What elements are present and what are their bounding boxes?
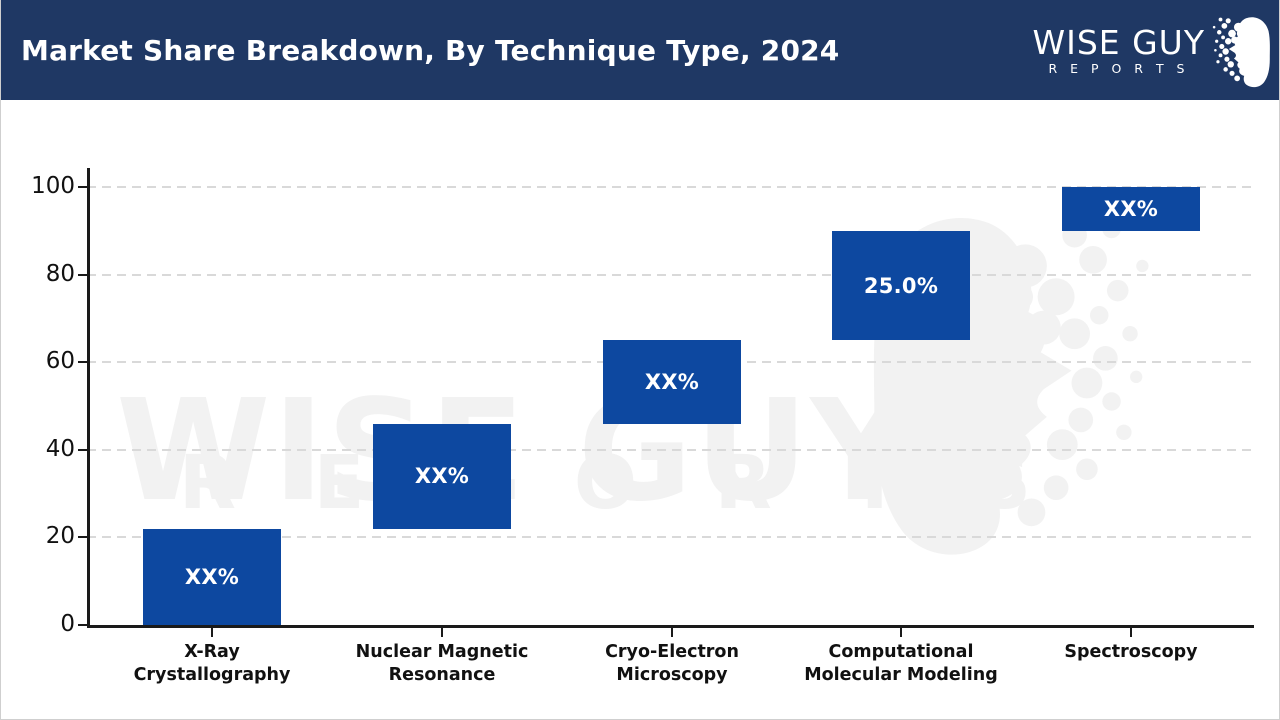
x-axis — [87, 625, 1254, 628]
bar: XX% — [1062, 187, 1200, 231]
x-tick — [1130, 628, 1132, 637]
bar: XX% — [373, 423, 511, 529]
logo-head-icon — [1212, 16, 1270, 87]
x-category-label: Cryo-Electron Microscopy — [605, 642, 739, 686]
y-tick-label-0: 0 — [60, 611, 75, 637]
gridline-20 — [87, 536, 1254, 539]
chart-title: Market Share Breakdown, By Technique Typ… — [21, 33, 840, 67]
y-tick-label-100: 100 — [31, 173, 75, 199]
brand-logo-text: WISE GUY R E P O R T S — [1032, 22, 1205, 77]
plot-area: WISE GUY R E P O R T S 0 20 40 60 80 100 XX% X-… — [1, 100, 1279, 719]
x-category-label: Computational Molecular Modeling — [804, 642, 998, 686]
y-tick-label-80: 80 — [45, 260, 75, 287]
x-category-label: Nuclear Magnetic Resonance — [355, 642, 529, 686]
bar-value-label: XX% — [414, 464, 470, 489]
header: Market Share Breakdown, By Technique Typ… — [1, 0, 1279, 100]
x-category-label: Spectroscopy — [1064, 642, 1198, 662]
bar-value-label: XX% — [644, 369, 700, 394]
bar: XX% — [603, 340, 741, 424]
x-tick — [441, 628, 443, 637]
gridline-100 — [87, 186, 1254, 188]
y-tick-label-40: 40 — [45, 435, 75, 462]
x-tick — [900, 628, 902, 637]
logo-subtitle: R E P O R T S — [1048, 61, 1189, 77]
y-tick-100 — [78, 186, 87, 188]
bar: XX% — [143, 528, 281, 625]
logo-wordmark: WISE GUY — [1032, 22, 1205, 62]
watermark-wordmark: WISE GUY — [116, 370, 914, 533]
gridline-80 — [87, 273, 1254, 276]
x-category-label: X-Ray Crystallography — [133, 642, 291, 686]
x-tick — [671, 628, 673, 637]
y-tick-20 — [78, 536, 87, 539]
bar-value-label: 25.0% — [863, 273, 939, 298]
y-tick-40 — [78, 448, 87, 451]
brand-logo: WISE GUY R E P O R T S — [1032, 13, 1273, 90]
bar-value-label: XX% — [1103, 196, 1159, 221]
y-tick-0 — [78, 624, 87, 626]
y-tick-label-60: 60 — [45, 348, 75, 375]
bar: 25.0% — [832, 230, 970, 341]
y-axis — [87, 168, 90, 628]
x-tick — [211, 628, 213, 637]
y-tick-80 — [78, 273, 87, 276]
gridline-40 — [87, 448, 1254, 451]
y-tick-60 — [78, 361, 87, 364]
y-tick-label-20: 20 — [45, 523, 75, 550]
bar-value-label: XX% — [184, 564, 240, 589]
